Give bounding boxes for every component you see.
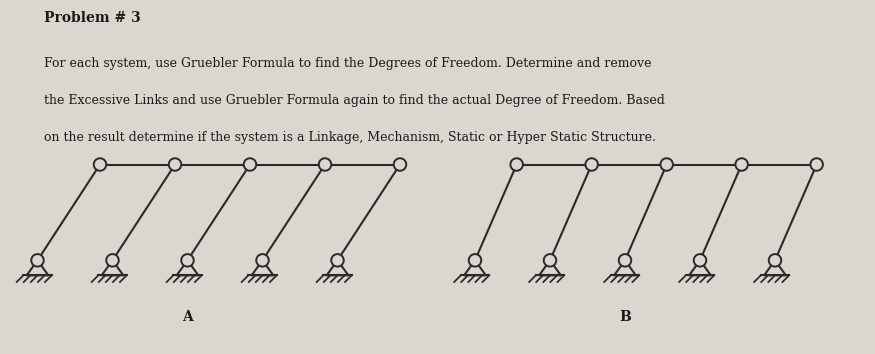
Text: B: B: [620, 310, 631, 324]
Circle shape: [469, 254, 481, 267]
Circle shape: [769, 254, 781, 267]
Circle shape: [94, 158, 106, 171]
Circle shape: [244, 158, 256, 171]
Circle shape: [31, 254, 44, 267]
Circle shape: [510, 158, 523, 171]
Circle shape: [106, 254, 119, 267]
Circle shape: [694, 254, 706, 267]
Circle shape: [181, 254, 193, 267]
Circle shape: [318, 158, 332, 171]
Circle shape: [661, 158, 673, 171]
Circle shape: [256, 254, 269, 267]
Circle shape: [169, 158, 181, 171]
Circle shape: [394, 158, 406, 171]
Circle shape: [585, 158, 598, 171]
Circle shape: [332, 254, 344, 267]
Text: the Excessive Links and use Gruebler Formula again to find the actual Degree of : the Excessive Links and use Gruebler For…: [44, 94, 665, 107]
Text: A: A: [182, 310, 192, 324]
Text: Problem # 3: Problem # 3: [44, 11, 141, 25]
Circle shape: [810, 158, 822, 171]
Circle shape: [543, 254, 556, 267]
Text: For each system, use Gruebler Formula to find the Degrees of Freedom. Determine : For each system, use Gruebler Formula to…: [44, 57, 651, 70]
Circle shape: [619, 254, 631, 267]
Circle shape: [735, 158, 748, 171]
Text: on the result determine if the system is a Linkage, Mechanism, Static or Hyper S: on the result determine if the system is…: [44, 131, 655, 144]
